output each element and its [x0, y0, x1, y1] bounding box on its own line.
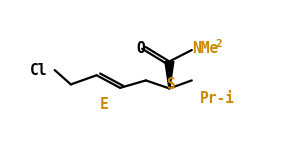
Text: NMe: NMe — [192, 41, 218, 56]
Text: Cl: Cl — [30, 63, 47, 78]
Text: E: E — [100, 97, 109, 112]
Text: S: S — [166, 77, 175, 93]
Text: 2: 2 — [215, 39, 222, 49]
Text: O: O — [136, 41, 145, 56]
Polygon shape — [165, 62, 174, 89]
Text: Pr-i: Pr-i — [200, 91, 235, 106]
